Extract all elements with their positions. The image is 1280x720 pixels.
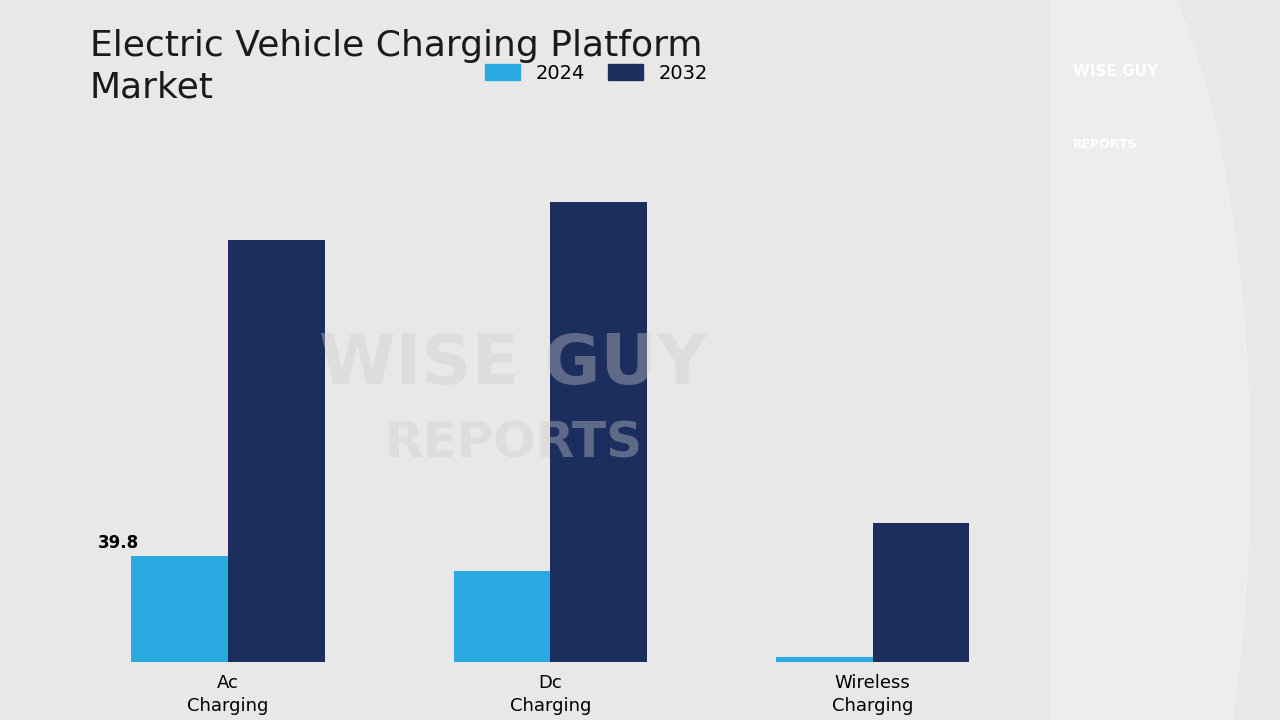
Bar	[776, 657, 873, 662]
Bar	[228, 240, 325, 662]
Text: WISE GUY: WISE GUY	[1073, 65, 1158, 79]
Bar	[453, 572, 550, 662]
Text: WISE GUY: WISE GUY	[319, 331, 708, 398]
Legend: 2024, 2032: 2024, 2032	[475, 55, 718, 93]
Text: 39.8: 39.8	[97, 534, 138, 552]
Bar	[132, 556, 228, 662]
Circle shape	[872, 0, 1251, 720]
Text: REPORTS: REPORTS	[384, 419, 643, 467]
Text: REPORTS: REPORTS	[1073, 138, 1137, 150]
Bar	[873, 523, 969, 662]
Text: Electric Vehicle Charging Platform
Market: Electric Vehicle Charging Platform Marke…	[90, 29, 703, 105]
Bar	[550, 202, 648, 662]
